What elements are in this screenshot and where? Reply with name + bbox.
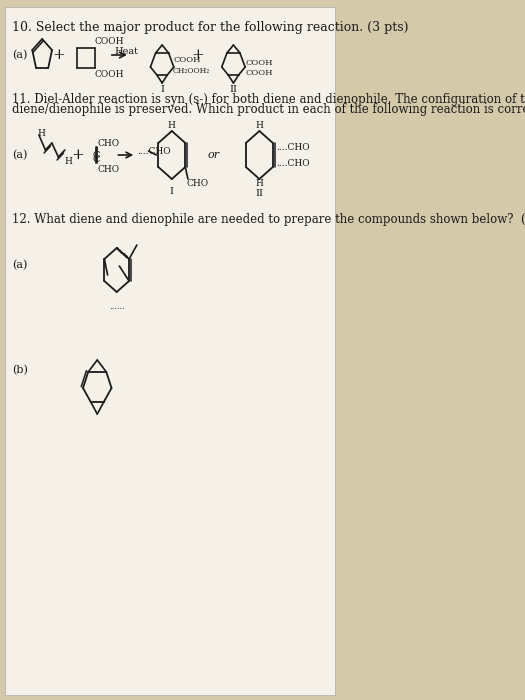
Text: COOH: COOH (245, 69, 272, 77)
Text: C: C (92, 155, 100, 164)
Text: COOH: COOH (94, 70, 124, 79)
Text: ......: ...... (109, 303, 124, 311)
Text: H: H (38, 129, 46, 137)
Text: diene/dienophile is preserved. Which product in each of the following reaction i: diene/dienophile is preserved. Which pro… (12, 104, 525, 116)
Text: (a): (a) (12, 150, 27, 160)
Text: +: + (71, 148, 84, 162)
Text: +: + (192, 48, 204, 62)
Text: CHO: CHO (186, 178, 209, 188)
Text: ....CHO: ....CHO (276, 158, 310, 167)
Text: COOH: COOH (245, 59, 272, 67)
Text: (b): (b) (12, 365, 27, 375)
Text: Heat: Heat (114, 46, 138, 55)
Text: (a): (a) (12, 50, 27, 60)
Text: I: I (160, 85, 164, 94)
FancyBboxPatch shape (5, 7, 335, 695)
Text: COOH: COOH (94, 37, 124, 46)
Text: ....CHO: ....CHO (137, 146, 171, 155)
Text: ....CHO: ....CHO (276, 143, 310, 151)
Text: +: + (52, 48, 65, 62)
Text: II: II (255, 190, 264, 199)
Text: (a): (a) (12, 260, 27, 270)
Text: H: H (256, 179, 264, 188)
Text: C: C (92, 150, 100, 160)
Text: II: II (229, 85, 237, 94)
Text: H: H (65, 157, 73, 165)
Text: I: I (170, 186, 174, 195)
Text: CHO: CHO (97, 164, 119, 174)
Text: or: or (208, 150, 220, 160)
Text: 10. Select the major product for the following reaction. (3 pts): 10. Select the major product for the fol… (12, 22, 408, 34)
Text: 12. What diene and dienophile are needed to prepare the compounds shown below?  : 12. What diene and dienophile are needed… (12, 214, 525, 227)
Text: H: H (168, 120, 176, 130)
Text: COOH: COOH (174, 56, 201, 64)
Text: H: H (256, 120, 264, 130)
Text: 11. Diel-Alder reaction is syn (s-) for both diene and dienophile. The configura: 11. Diel-Alder reaction is syn (s-) for … (12, 94, 525, 106)
Text: CHO: CHO (97, 139, 119, 148)
Text: CH₂OOH₂: CH₂OOH₂ (173, 67, 209, 75)
